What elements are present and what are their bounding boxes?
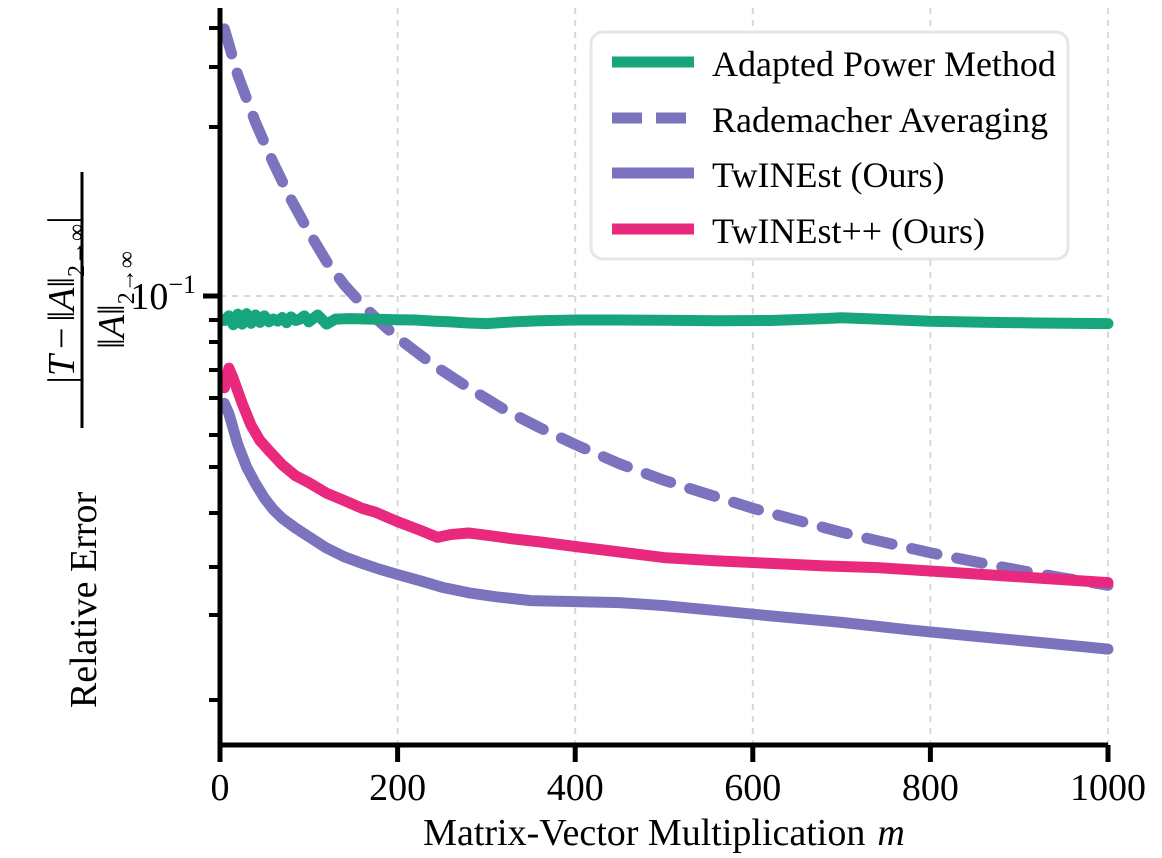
x-axis-title-variable: m <box>877 812 904 854</box>
x-tick-label-0: 0 <box>211 767 230 809</box>
y-axis-title-text: Relative Error <box>63 492 105 709</box>
y-tick-mantissa: 10 <box>130 276 168 318</box>
x-axis-ticks <box>217 745 1111 762</box>
series-line-twinest <box>218 397 1114 655</box>
x-tick-label-200: 200 <box>369 767 426 809</box>
legend-label-twinest-plusplus: TwINEst++ (Ours) <box>712 211 985 251</box>
legend-item-twinest-plusplus[interactable]: TwINEst++ (Ours) <box>612 211 985 251</box>
legend-label-twinest: TwINEst (Ours) <box>712 155 944 195</box>
legend-item-rademacher-averaging[interactable]: Rademacher Averaging <box>612 100 1048 140</box>
svg-text:10−1: 10−1 <box>130 270 196 318</box>
y-axis-formula-denominator: ‖A‖2→∞ <box>91 251 140 349</box>
series-line-adapted-power-method <box>218 308 1114 331</box>
x-tick-label-800: 800 <box>902 767 959 809</box>
x-axis-title-text: Matrix-Vector Multiplication <box>423 812 865 854</box>
legend-label-adapted-power-method: Adapted Power Method <box>712 44 1056 84</box>
legend-label-rademacher-averaging: Rademacher Averaging <box>712 100 1048 140</box>
y-axis-formula-numerator: |T−‖A‖2→∞| <box>41 216 90 383</box>
series-group <box>218 23 1114 655</box>
x-tick-labels: 0 200 400 600 800 1000 <box>211 767 1147 809</box>
y-axis-formula: |T−‖A‖2→∞| ‖A‖2→∞ <box>41 172 140 428</box>
y-tick-label-1e-1: 10−1 <box>130 270 196 318</box>
y-tick-exponent: −1 <box>168 270 196 299</box>
series-line-twinest-plusplus <box>218 362 1114 589</box>
legend-box <box>589 30 1070 261</box>
x-tick-label-1000: 1000 <box>1070 767 1146 809</box>
legend-item-adapted-power-method[interactable]: Adapted Power Method <box>612 44 1056 84</box>
x-tick-label-600: 600 <box>724 767 781 809</box>
x-tick-label-400: 400 <box>547 767 604 809</box>
legend[interactable]: Adapted Power Method Rademacher Averagin… <box>589 30 1070 261</box>
series-line-rademacher-averaging <box>218 23 1114 591</box>
legend-item-twinest[interactable]: TwINEst (Ours) <box>612 155 944 195</box>
x-axis-title: Matrix-Vector Multiplication m <box>423 812 905 854</box>
y-axis-title: Relative Error |T−‖A‖2→∞| ‖A‖2→∞ <box>41 172 140 708</box>
axis-spines <box>217 8 1108 748</box>
y-axis-ticks <box>203 26 220 702</box>
